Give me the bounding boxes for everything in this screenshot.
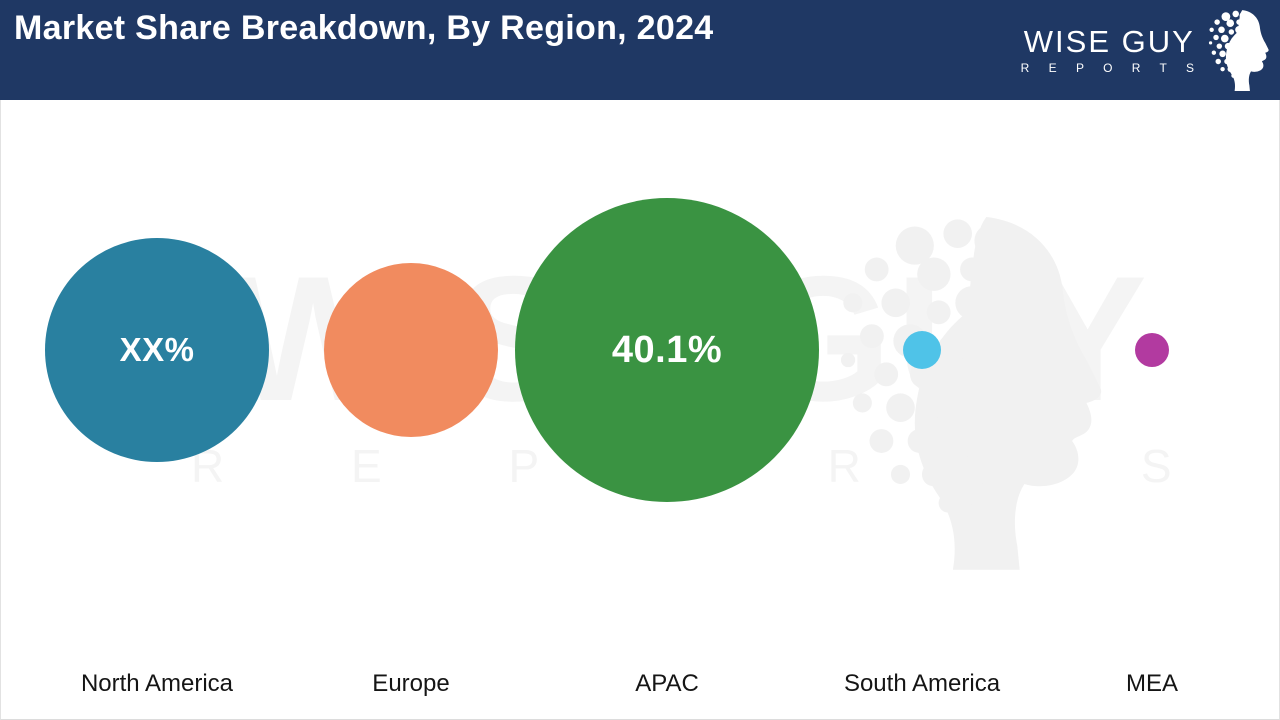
category-label-mea: MEA (1125, 670, 1179, 697)
category-label-south-america: South America (843, 670, 1001, 697)
brand-name: WISE GUY (1023, 24, 1195, 59)
category-axis: North America Europe APAC South America MEA (1, 100, 1279, 719)
bubble-south-america (903, 331, 941, 369)
bubble-value-label-north-america: XX% (119, 331, 195, 368)
category-label-apac: APAC (635, 670, 699, 697)
bubble-europe (324, 263, 498, 437)
brand-subtitle: R E P O R T S (1020, 61, 1202, 75)
brand-head-icon (1208, 10, 1269, 91)
page-title: Market Share Breakdown, By Region, 2024 (14, 9, 714, 47)
category-label-europe: Europe (372, 670, 450, 697)
brand-logo: WISE GUY R E P O R T S (1017, 4, 1272, 96)
bubble-apac: 40.1% (515, 198, 819, 502)
bubble-mea (1135, 333, 1169, 367)
bubble-layer: XX% 40.1% (1, 100, 1279, 719)
bubble-north-america: XX% (45, 238, 269, 462)
bubble-value-label-apac: 40.1% (611, 328, 723, 371)
category-label-north-america: North America (80, 670, 234, 697)
header-bar: Market Share Breakdown, By Region, 2024 … (0, 0, 1280, 100)
brand-logo-text: WISE GUY R E P O R T S (1017, 26, 1202, 74)
bubble-chart: WISE GUY R E P O R T S XX%40.1% North Am… (0, 100, 1280, 720)
